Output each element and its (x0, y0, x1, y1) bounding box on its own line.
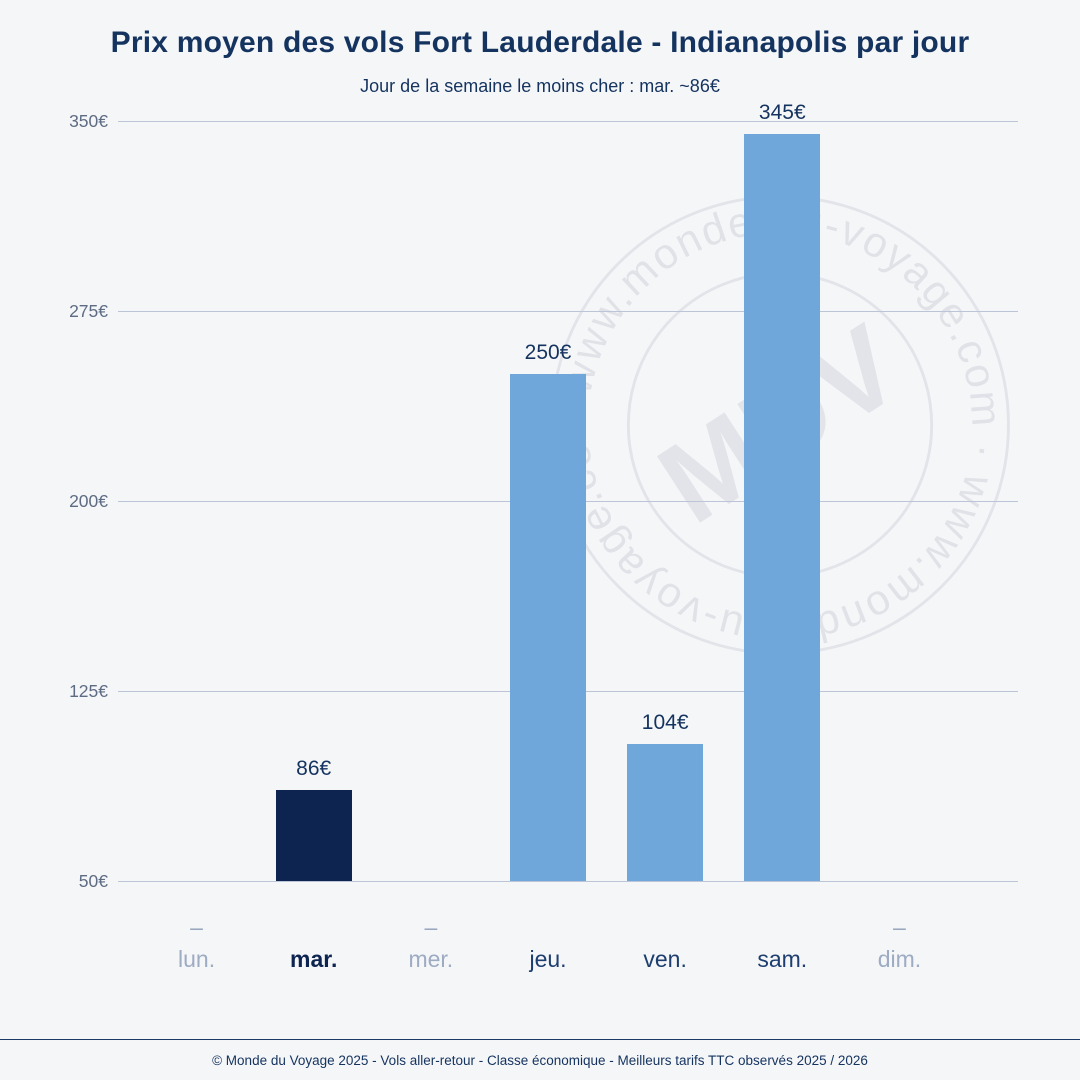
day-label-mar: mar. (290, 946, 338, 972)
bar-value-label-mar: 86€ (296, 756, 332, 780)
ytick-label: 200€ (69, 491, 108, 511)
ytick-label: 125€ (69, 681, 108, 701)
day-label-dim: dim. (877, 946, 922, 972)
bar-jeu (510, 374, 586, 881)
bar-value-label-jeu: 250€ (524, 341, 572, 365)
ytick-label: 350€ (69, 111, 108, 131)
no-data-dash-dim: – (893, 914, 906, 940)
bar-value-label-sam: 345€ (758, 100, 806, 124)
bar-mar (275, 789, 352, 881)
day-label-lun: lun. (178, 946, 216, 972)
gridline-275 (118, 311, 1018, 312)
bar-sam (744, 133, 821, 881)
gridline-50 (118, 881, 1018, 882)
day-label-jeu: jeu. (529, 946, 567, 972)
day-label-mer: mer. (408, 946, 454, 972)
day-label-ven: ven. (643, 946, 687, 972)
gridline-350 (118, 121, 1018, 122)
no-data-dash-lun: – (190, 914, 203, 940)
footer: © Monde du Voyage 2025 - Vols aller-reto… (0, 1039, 1080, 1080)
bar-ven (627, 744, 704, 881)
chart-subtitle: Jour de la semaine le moins cher : mar. … (360, 76, 720, 96)
chart-title: Prix moyen des vols Fort Lauderdale - In… (110, 26, 970, 59)
ytick-label: 275€ (69, 301, 108, 321)
day-label-sam: sam. (757, 946, 808, 972)
ytick-label: 50€ (78, 871, 108, 891)
no-data-dash-mer: – (424, 914, 438, 940)
footer-text: © Monde du Voyage 2025 - Vols aller-reto… (212, 1052, 868, 1068)
bar-value-label-ven: 104€ (641, 711, 689, 735)
